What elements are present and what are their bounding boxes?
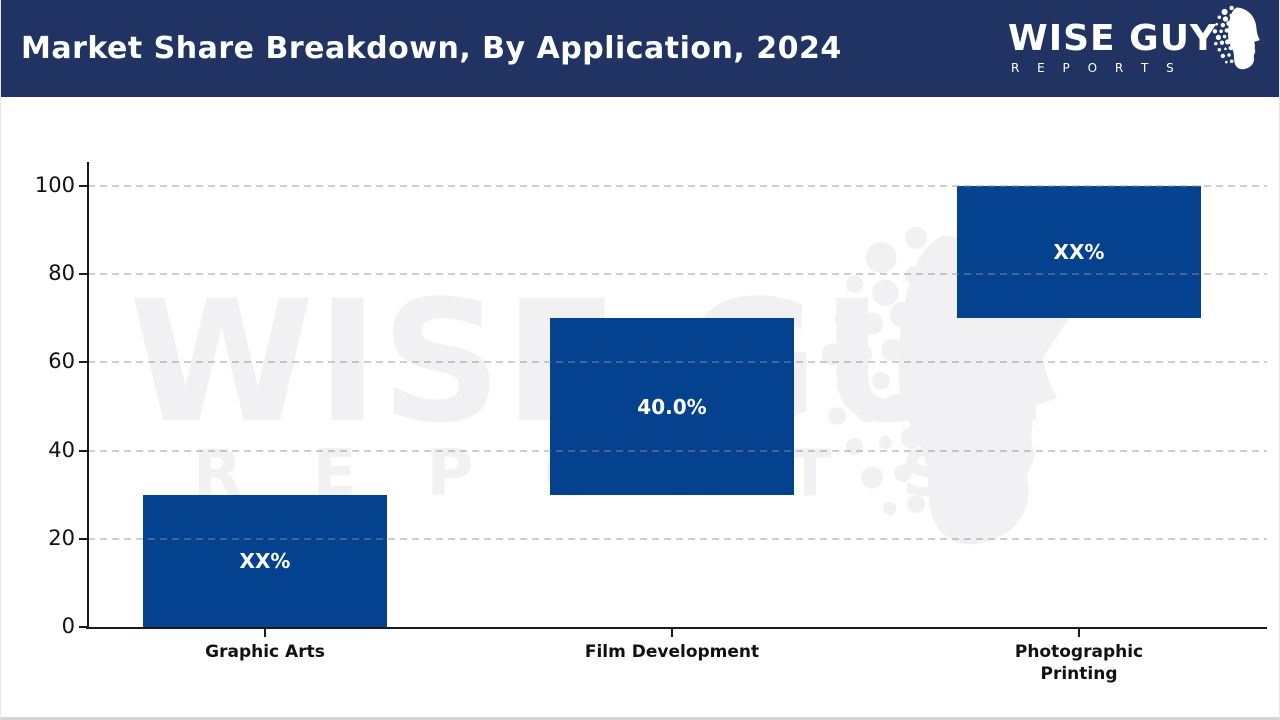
y-axis-line — [87, 162, 89, 629]
logo-text: WISE GUY R E P O R T S — [1007, 18, 1217, 76]
x-category-label: Photographic Printing — [1014, 642, 1144, 685]
y-tick-label: 20 — [48, 525, 75, 550]
y-tick-label: 40 — [48, 437, 75, 462]
gridline — [88, 185, 1267, 187]
y-tick-label: 60 — [48, 349, 75, 374]
logo-wordmark: WISE GUY — [1007, 18, 1217, 59]
gridline — [88, 537, 1267, 540]
y-tick-label: 100 — [34, 173, 75, 197]
wiseguy-logo: WISE GUY R E P O R T S — [1008, 4, 1269, 92]
logo-face-icon — [1212, 5, 1260, 70]
x-tick-mark — [671, 629, 673, 637]
y-tick-label: 0 — [61, 614, 75, 638]
bar-value-label: 40.0% — [637, 394, 707, 419]
y-tick-label: 80 — [48, 261, 75, 286]
bar-value-label: XX% — [1053, 240, 1105, 265]
y-tick-mark — [79, 361, 87, 364]
x-tick-mark — [264, 629, 266, 637]
page-title: Market Share Breakdown, By Application, … — [21, 31, 842, 66]
bar-value-label: XX% — [239, 548, 291, 573]
y-tick-mark — [79, 273, 87, 276]
x-category-label: Film Development — [584, 642, 760, 662]
header-bar: Market Share Breakdown, By Application, … — [1, 0, 1279, 97]
y-tick-mark — [79, 626, 87, 628]
gridline — [88, 273, 1267, 276]
logo-subtitle: R E P O R T S — [1010, 61, 1181, 75]
y-tick-mark — [79, 185, 87, 187]
gridline — [88, 449, 1267, 452]
y-tick-mark — [79, 537, 87, 540]
x-axis-line — [86, 627, 1267, 629]
y-tick-mark — [79, 449, 87, 452]
x-category-label: Graphic Arts — [205, 642, 325, 662]
bar — [143, 494, 387, 627]
x-tick-mark — [1078, 629, 1080, 637]
bar — [550, 318, 794, 495]
gridline — [88, 361, 1267, 364]
